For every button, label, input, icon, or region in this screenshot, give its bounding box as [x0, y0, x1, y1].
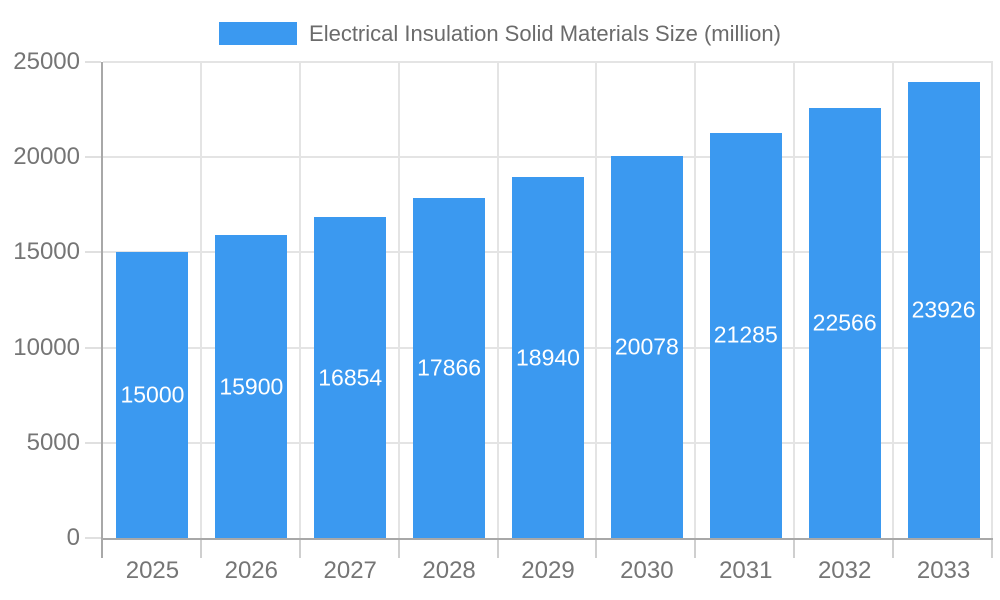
x-axis-tick-label: 2026 — [224, 557, 278, 584]
bar-value-label: 23926 — [911, 296, 976, 323]
y-axis-tick-label: 25000 — [13, 48, 80, 75]
y-tick-mark — [85, 61, 101, 63]
bar: 17866 — [413, 197, 486, 538]
plot-area: 15000 15900 16854 17866 18940 20078 21285 22566… — [101, 61, 993, 540]
v-gridline — [397, 62, 400, 538]
y-axis-tick-label: 10000 — [13, 333, 80, 361]
y-tick-mark — [85, 156, 101, 159]
x-axis-tick-label: 2028 — [422, 557, 476, 584]
x-tick-mark — [101, 540, 103, 558]
y-tick-mark — [85, 537, 101, 539]
bar-value-label: 21285 — [713, 321, 778, 348]
x-tick-mark — [496, 540, 499, 558]
x-tick-mark — [991, 540, 993, 558]
bar: 16854 — [314, 217, 387, 538]
x-axis-tick-label: 2030 — [620, 557, 674, 584]
x-tick-mark — [199, 540, 202, 558]
bar-value-label: 22566 — [812, 309, 877, 336]
v-gridline — [991, 62, 993, 538]
bar: 15000 — [116, 252, 189, 538]
x-axis-tick-label: 2029 — [521, 557, 575, 584]
x-tick-mark — [793, 540, 796, 558]
legend-label: Electrical Insulation Solid Materials Si… — [309, 20, 781, 46]
bar-value-label: 17866 — [417, 354, 482, 381]
x-axis-tick-label: 2027 — [323, 557, 377, 584]
h-gridline — [103, 156, 993, 159]
bar-value-label: 15000 — [120, 381, 185, 408]
x-tick-mark — [298, 540, 301, 558]
bar-value-label: 18940 — [516, 344, 580, 371]
v-gridline — [595, 62, 598, 538]
x-tick-mark — [595, 540, 598, 558]
bar: 18940 — [512, 177, 584, 538]
v-gridline — [496, 62, 499, 538]
y-axis-tick-label: 15000 — [13, 238, 80, 266]
x-axis-tick-label: 2033 — [916, 557, 971, 584]
bar-value-label: 16854 — [318, 364, 383, 391]
y-tick-mark — [85, 441, 101, 444]
bar: 21285 — [709, 132, 782, 538]
v-gridline — [793, 62, 796, 538]
x-axis-tick-label: 2032 — [817, 557, 872, 584]
legend[interactable]: Electrical Insulation Solid Materials Si… — [0, 21, 1000, 46]
x-tick-mark — [694, 540, 697, 558]
bar: 23926 — [907, 82, 980, 538]
x-tick-mark — [892, 540, 895, 558]
v-gridline — [199, 62, 202, 538]
bar: 15900 — [215, 235, 288, 538]
x-axis-tick-label: 2031 — [719, 557, 773, 584]
bar: 22566 — [808, 108, 881, 538]
x-axis-tick-label: 2025 — [125, 557, 180, 584]
x-tick-mark — [397, 540, 400, 558]
y-axis-tick-label: 0 — [66, 524, 80, 551]
h-gridline — [103, 61, 993, 63]
y-axis-tick-label: 5000 — [26, 428, 80, 456]
bar-value-label: 20078 — [614, 333, 679, 360]
v-gridline — [892, 62, 895, 538]
v-gridline — [694, 62, 697, 538]
y-tick-mark — [85, 251, 101, 254]
bar: 20078 — [610, 155, 683, 538]
bar-value-label: 15900 — [219, 373, 284, 400]
legend-swatch-icon — [219, 22, 298, 45]
y-axis-tick-label: 20000 — [13, 143, 80, 171]
y-tick-mark — [85, 346, 101, 349]
v-gridline — [298, 62, 301, 538]
